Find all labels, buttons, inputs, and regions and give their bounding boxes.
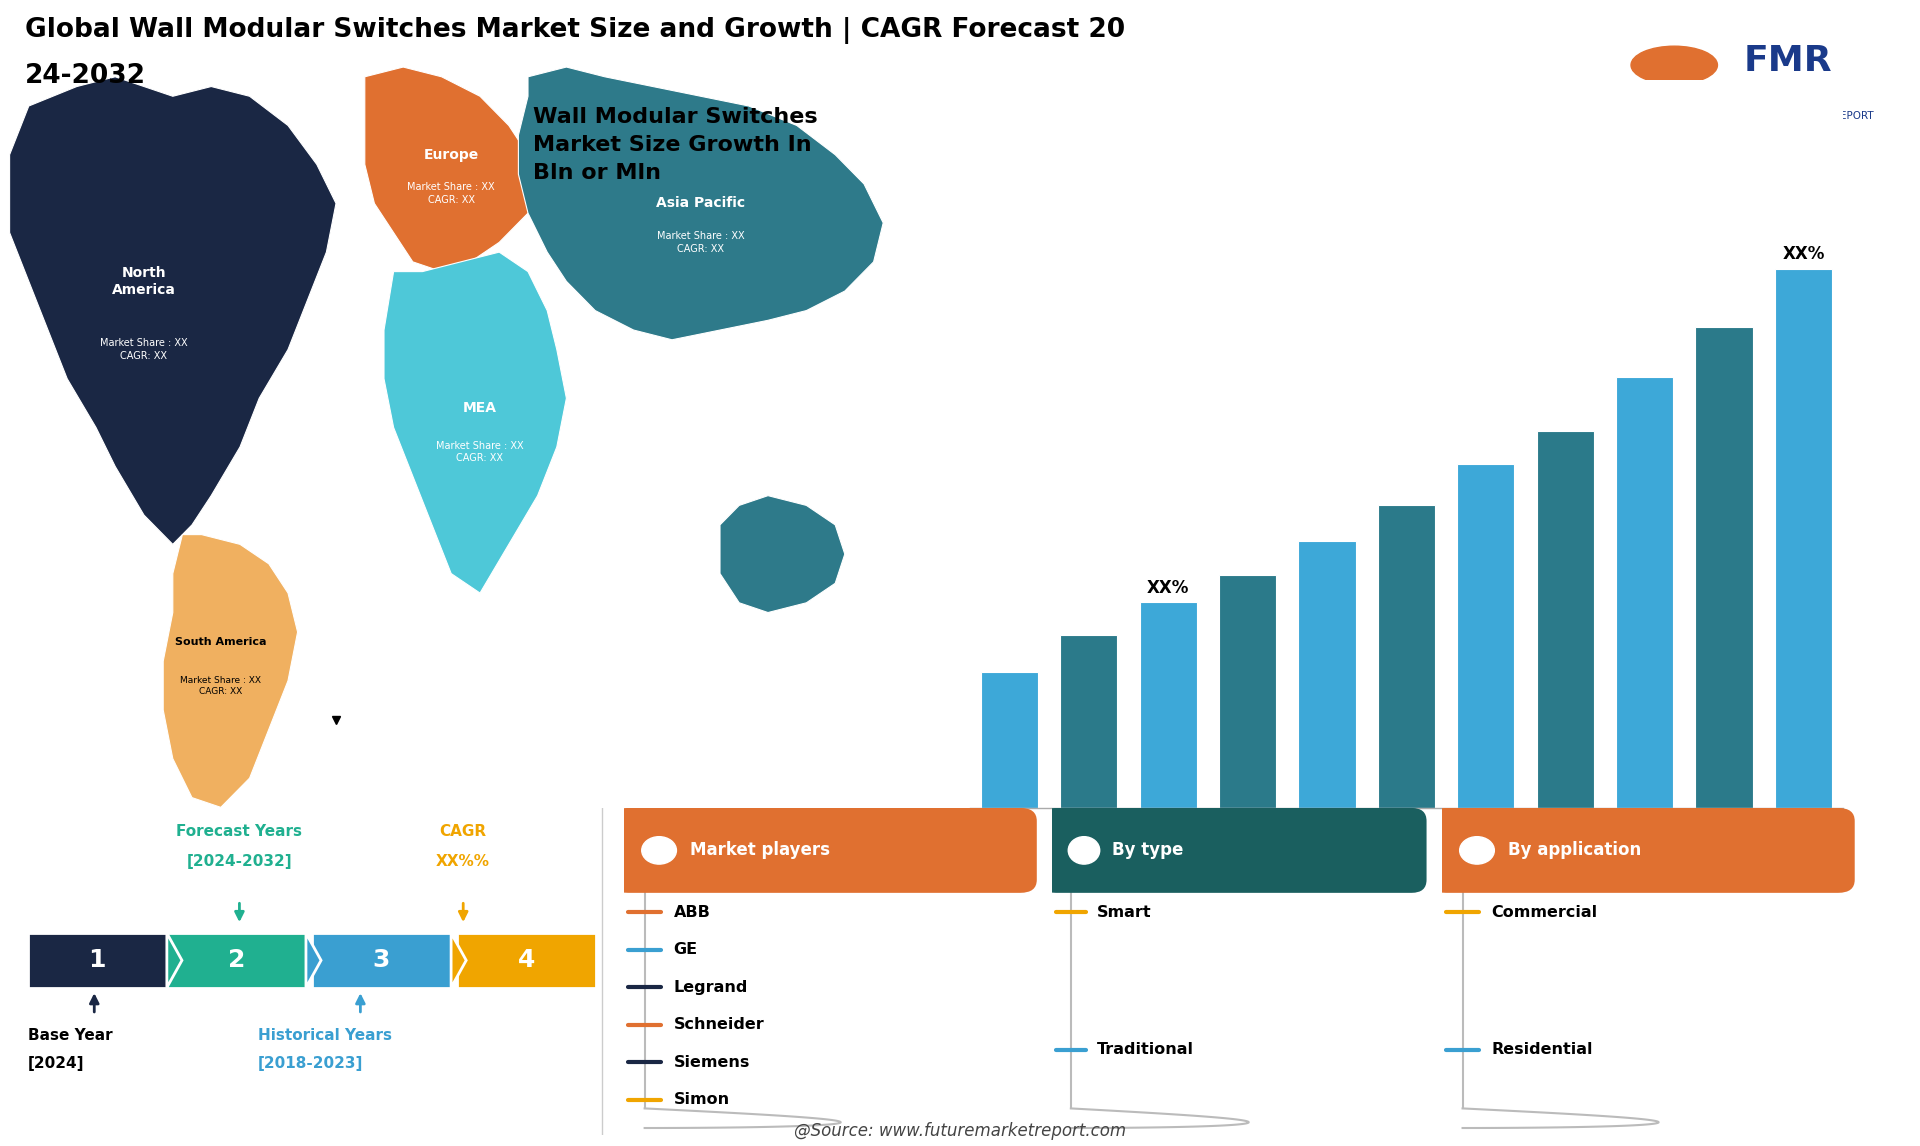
Text: Base Year: Base Year [27,1028,113,1043]
Circle shape [1459,837,1494,864]
Text: Simon: Simon [674,1092,730,1107]
FancyBboxPatch shape [311,933,451,988]
Text: Asia Pacific: Asia Pacific [657,196,745,211]
Bar [1774,269,1832,808]
Text: Historical Years: Historical Years [257,1028,392,1043]
Text: By type: By type [1112,841,1183,860]
Text: @Source: www.futuremarketreport.com: @Source: www.futuremarketreport.com [795,1122,1125,1140]
Text: FUTURE MARKET REPORT: FUTURE MARKET REPORT [1743,110,1874,120]
Text: Wall Modular Switches
Market Size Growth In
Bln or Mln: Wall Modular Switches Market Size Growth… [534,108,818,183]
Text: Forecast Years: Forecast Years [177,824,303,839]
Text: CAGR: CAGR [440,824,488,839]
Polygon shape [167,933,182,988]
Circle shape [641,837,676,864]
Polygon shape [518,66,883,339]
Text: Market Share : XX
CAGR: XX: Market Share : XX CAGR: XX [100,338,188,361]
Text: Schneider: Schneider [674,1018,764,1033]
Text: By application: By application [1507,841,1642,860]
Text: Siemens: Siemens [674,1054,751,1069]
Text: [2018-2023]: [2018-2023] [257,1055,363,1070]
Text: XX%: XX% [1782,245,1824,264]
FancyBboxPatch shape [27,933,167,988]
Text: Residential: Residential [1492,1042,1594,1057]
Text: 4: 4 [518,949,536,972]
Text: 24-2032: 24-2032 [25,63,146,89]
Circle shape [1630,46,1716,84]
Text: Commercial: Commercial [1492,905,1597,920]
FancyBboxPatch shape [1430,808,1855,893]
Text: Europe: Europe [424,148,478,162]
Bar [1695,327,1753,808]
Text: 3: 3 [372,949,390,972]
Text: Global Wall Modular Switches Market Size and Growth | CAGR Forecast 20: Global Wall Modular Switches Market Size… [25,17,1125,45]
Text: GE: GE [674,942,697,957]
FancyBboxPatch shape [457,933,597,988]
FancyBboxPatch shape [612,808,1037,893]
Polygon shape [365,66,538,272]
FancyBboxPatch shape [167,933,305,988]
Text: Traditional: Traditional [1096,1042,1194,1057]
Text: Market Share : XX
CAGR: XX: Market Share : XX CAGR: XX [436,440,524,463]
Text: ABB: ABB [674,905,710,920]
Text: [2024-2032]: [2024-2032] [186,854,292,869]
Text: XX%: XX% [1146,579,1188,597]
Polygon shape [451,933,467,988]
Bar [981,673,1039,808]
Text: Market Share : XX
CAGR: XX: Market Share : XX CAGR: XX [180,675,261,696]
Text: South America: South America [175,637,267,646]
Bar [1617,377,1672,808]
Polygon shape [10,77,336,544]
Bar [1536,431,1594,808]
Text: North
America: North America [111,266,177,297]
Text: 1: 1 [88,949,106,972]
Text: Smart: Smart [1096,905,1152,920]
Bar [1140,602,1196,808]
Polygon shape [305,933,321,988]
Text: Market Share : XX
CAGR: XX: Market Share : XX CAGR: XX [407,182,495,205]
Polygon shape [163,534,298,807]
Bar [1379,504,1434,808]
Polygon shape [384,252,566,594]
Text: Market players: Market players [689,841,829,860]
Bar [1060,635,1117,808]
Text: MEA: MEA [463,401,497,415]
FancyBboxPatch shape [1041,808,1427,893]
Text: XX%%: XX%% [436,854,490,869]
Bar [1219,575,1277,808]
Text: [2024]: [2024] [27,1055,84,1070]
Polygon shape [720,495,845,612]
Text: Legrand: Legrand [674,980,749,995]
Text: FMR: FMR [1743,45,1832,78]
Text: Market Share : XX
CAGR: XX: Market Share : XX CAGR: XX [657,231,745,253]
Bar [1457,464,1515,808]
Bar [1298,541,1356,808]
Text: 2: 2 [228,949,246,972]
Circle shape [1068,837,1100,864]
